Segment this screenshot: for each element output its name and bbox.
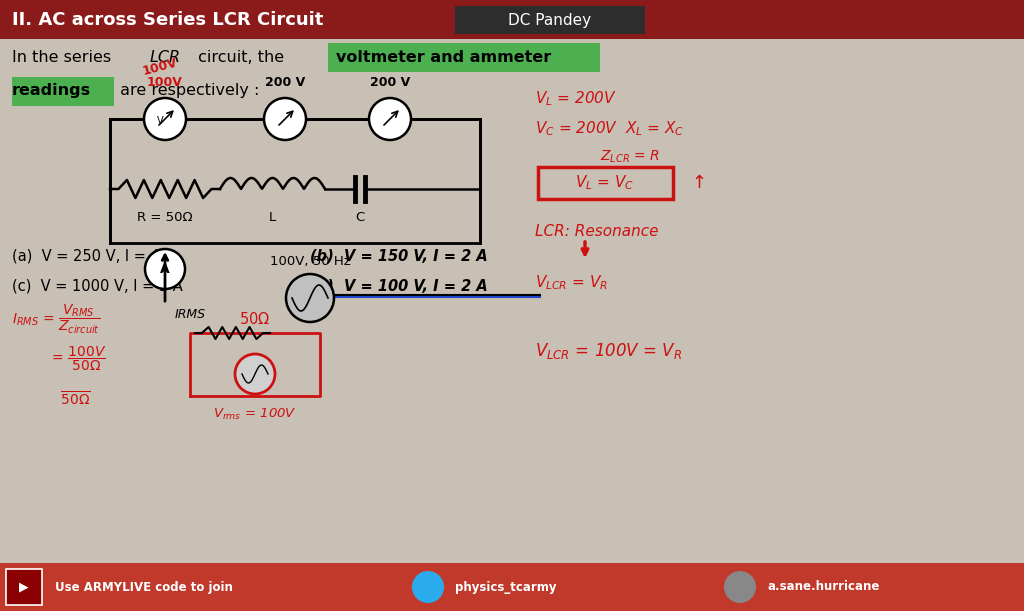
Text: $\overline{50\Omega}$: $\overline{50\Omega}$ <box>12 390 91 408</box>
Text: A: A <box>160 263 170 276</box>
Circle shape <box>369 98 411 140</box>
Text: a.sane.hurricane: a.sane.hurricane <box>768 580 881 593</box>
Text: $V_{LCR}$ = $V_R$: $V_{LCR}$ = $V_R$ <box>535 274 608 292</box>
Text: $I_{RMS}$ = $\dfrac{V_{RMS}}{Z_{circuit}}$: $I_{RMS}$ = $\dfrac{V_{RMS}}{Z_{circuit}… <box>12 302 100 335</box>
Circle shape <box>145 249 185 289</box>
Bar <box>0 0 1024 39</box>
Text: LCR: Resonance: LCR: Resonance <box>535 224 658 238</box>
Text: II. AC across Series LCR Circuit: II. AC across Series LCR Circuit <box>12 10 324 29</box>
Text: physics_tcarmy: physics_tcarmy <box>455 580 556 593</box>
Circle shape <box>412 571 444 603</box>
Bar <box>0 563 1024 611</box>
Bar <box>455 6 645 34</box>
Text: $Z_{LCR}$ = R: $Z_{LCR}$ = R <box>600 149 659 165</box>
Text: $50\Omega$: $50\Omega$ <box>240 311 270 327</box>
Text: $V_{rms}$ = 100V: $V_{rms}$ = 100V <box>213 406 297 422</box>
Text: (b)  V = 150 V, I = 2 A: (b) V = 150 V, I = 2 A <box>310 249 487 263</box>
Text: IRMS: IRMS <box>175 307 206 321</box>
Circle shape <box>724 571 756 603</box>
Text: circuit, the: circuit, the <box>193 49 289 65</box>
Text: DC Pandey: DC Pandey <box>509 12 592 27</box>
Text: 100V: 100V <box>147 76 183 89</box>
Text: readings: readings <box>12 84 91 98</box>
Text: 100V, 50 Hz: 100V, 50 Hz <box>269 255 350 268</box>
Text: Use ARMYLIVE code to join: Use ARMYLIVE code to join <box>55 580 232 593</box>
Text: = $\dfrac{100V}{50\Omega}$: = $\dfrac{100V}{50\Omega}$ <box>12 345 106 373</box>
Text: $V_C$ = 200V  $X_L$ = $X_C$: $V_C$ = 200V $X_L$ = $X_C$ <box>535 120 684 138</box>
Text: LCR: LCR <box>150 49 181 65</box>
Text: C: C <box>355 211 365 224</box>
Bar <box>538 167 673 199</box>
Text: $\uparrow$: $\uparrow$ <box>688 174 705 192</box>
Text: (d)  V = 100 V, I = 2 A: (d) V = 100 V, I = 2 A <box>310 279 487 293</box>
Text: (c)  V = 1000 V, I = 5 A: (c) V = 1000 V, I = 5 A <box>12 279 182 293</box>
Text: 200 V: 200 V <box>370 76 411 89</box>
Text: V: V <box>157 116 163 126</box>
Text: are respectively :: are respectively : <box>115 84 259 98</box>
Text: $V_L$ = $V_C$: $V_L$ = $V_C$ <box>575 174 635 192</box>
Text: 100V: 100V <box>141 56 179 78</box>
Circle shape <box>264 98 306 140</box>
Text: R = 50Ω: R = 50Ω <box>137 211 193 224</box>
Text: ▶: ▶ <box>19 580 29 593</box>
Text: voltmeter and ammeter: voltmeter and ammeter <box>336 49 551 65</box>
Bar <box>6 569 42 605</box>
Bar <box>12 76 114 106</box>
Text: In the series: In the series <box>12 49 117 65</box>
Circle shape <box>286 274 334 322</box>
Text: $V_{LCR}$ = 100V = $V_R$: $V_{LCR}$ = 100V = $V_R$ <box>535 341 682 361</box>
Circle shape <box>144 98 186 140</box>
Text: $V_L$ = 200V: $V_L$ = 200V <box>535 90 616 108</box>
Text: L: L <box>269 211 276 224</box>
Bar <box>328 43 600 71</box>
Text: 200 V: 200 V <box>265 76 305 89</box>
Circle shape <box>234 354 275 394</box>
Text: (a)  V = 250 V, I = 4 A: (a) V = 250 V, I = 4 A <box>12 249 174 263</box>
